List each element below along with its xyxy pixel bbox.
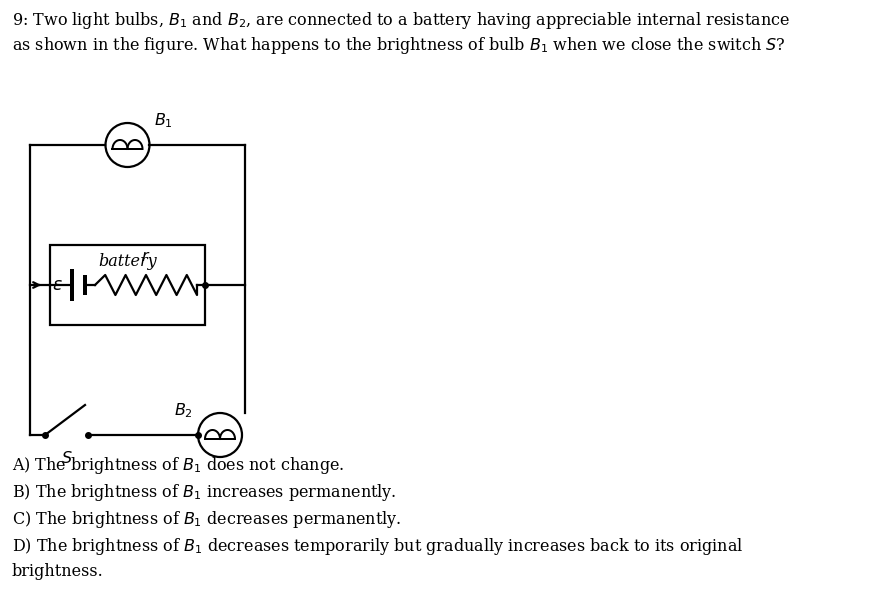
Text: A) The brightness of $B_1$ does not change.: A) The brightness of $B_1$ does not chan… bbox=[12, 455, 345, 476]
Text: $\varepsilon$: $\varepsilon$ bbox=[52, 277, 62, 293]
Text: D) The brightness of $B_1$ decreases temporarily but gradually increases back to: D) The brightness of $B_1$ decreases tem… bbox=[12, 536, 743, 557]
Text: $S$: $S$ bbox=[60, 450, 72, 467]
Text: B) The brightness of $B_1$ increases permanently.: B) The brightness of $B_1$ increases per… bbox=[12, 482, 396, 503]
Text: C) The brightness of $B_1$ decreases permanently.: C) The brightness of $B_1$ decreases per… bbox=[12, 509, 401, 530]
Bar bbox=[50, 245, 205, 325]
Text: $r$: $r$ bbox=[141, 248, 151, 265]
Text: $B_2$: $B_2$ bbox=[174, 401, 193, 420]
Text: as shown in the figure. What happens to the brightness of bulb $B_1$ when we clo: as shown in the figure. What happens to … bbox=[12, 35, 786, 56]
Text: $B_1$: $B_1$ bbox=[155, 112, 173, 130]
Text: battery: battery bbox=[98, 253, 156, 270]
Text: brightness.: brightness. bbox=[12, 563, 104, 580]
Text: 9: Two light bulbs, $B_1$ and $B_2$, are connected to a battery having appreciab: 9: Two light bulbs, $B_1$ and $B_2$, are… bbox=[12, 10, 790, 31]
